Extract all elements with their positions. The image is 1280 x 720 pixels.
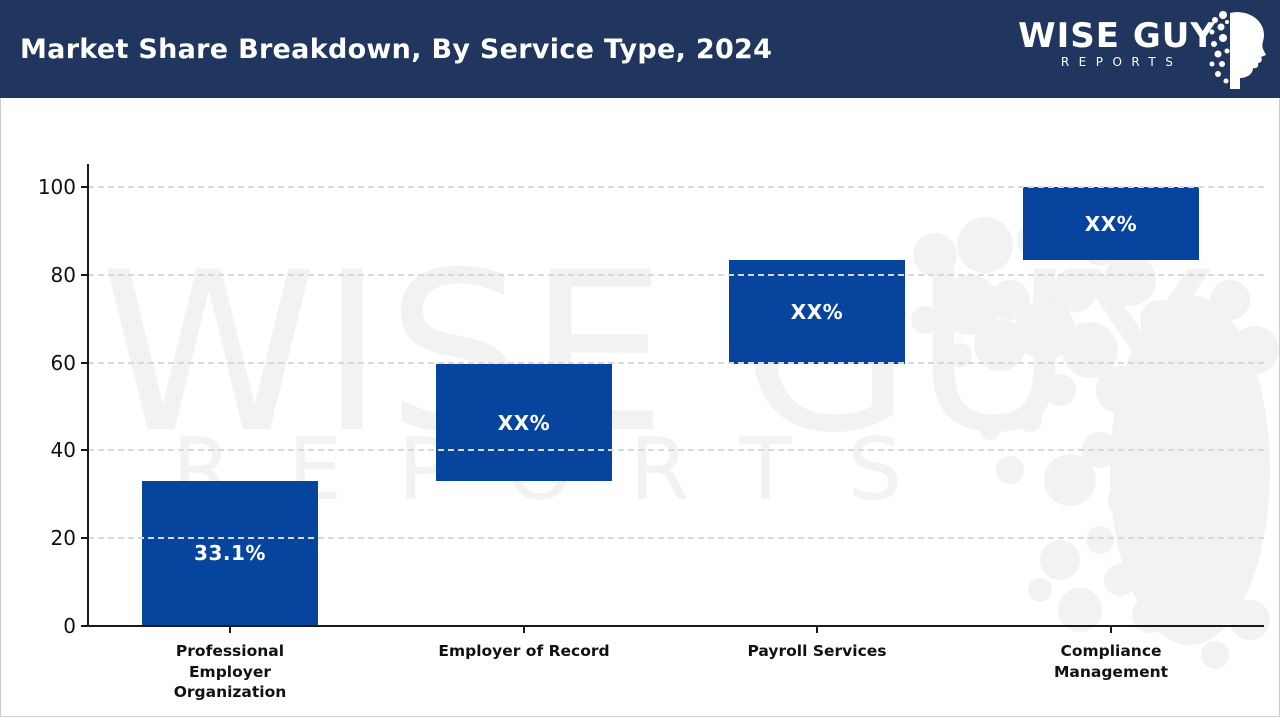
y-tick-label-60: 60 [50,350,76,375]
gridline-80 [88,273,1264,276]
y-tick-mark-60 [81,361,87,364]
logo-wordmark: WISE GUY [1018,16,1216,56]
x-category-label-3: Payroll Services [747,642,887,660]
bar-value-label-1: 33.1% [194,541,266,566]
logo-subtitle: REPORTS [1060,55,1183,69]
y-tick-mark-20 [81,537,87,540]
wiseguy-logo: WISE GUY REPORTS [1018,5,1268,93]
x-axis-line [87,625,1264,627]
wiseguy-logo-text: WISE GUY REPORTS [1018,18,1216,70]
y-tick-mark-100 [81,186,87,188]
x-category-label-4: Compliance Management [1053,642,1169,681]
gridline-20 [88,537,1264,540]
y-tick-mark-0 [81,625,87,627]
gridline-60 [88,361,1264,364]
gridline-100 [88,186,1264,188]
x-tick-mark-3 [816,627,818,633]
y-tick-label-80: 80 [50,262,76,287]
y-tick-mark-80 [81,273,87,276]
bar-value-label-3: XX% [790,300,844,325]
wiseguy-face-icon [1209,11,1266,90]
page-border-bottom [0,716,1280,717]
y-tick-label-40: 40 [50,438,76,463]
x-tick-mark-1 [229,627,231,633]
y-axis-line [87,164,89,627]
x-tick-mark-4 [1110,627,1112,633]
y-tick-mark-40 [81,449,87,452]
bar-1: 33.1% [142,480,318,626]
y-tick-label-100: 100 [37,175,76,199]
bar-4: XX% [1023,187,1199,261]
x-category-label-1: Professional Employer Organization [173,642,287,701]
bar-value-label-2: XX% [497,410,551,435]
x-category-label-2: Employer of Record [438,642,610,660]
gridline-40 [88,449,1264,452]
bar-3: XX% [729,260,905,365]
y-tick-label-20: 20 [50,526,76,551]
header-bar: Market Share Breakdown, By Service Type,… [0,0,1280,98]
x-tick-mark-2 [523,627,525,633]
page-title: Market Share Breakdown, By Service Type,… [20,33,773,65]
bar-2: XX% [436,364,612,481]
page-border-left [0,98,1,717]
bar-value-label-4: XX% [1084,211,1138,236]
y-tick-label-0: 0 [63,614,76,638]
